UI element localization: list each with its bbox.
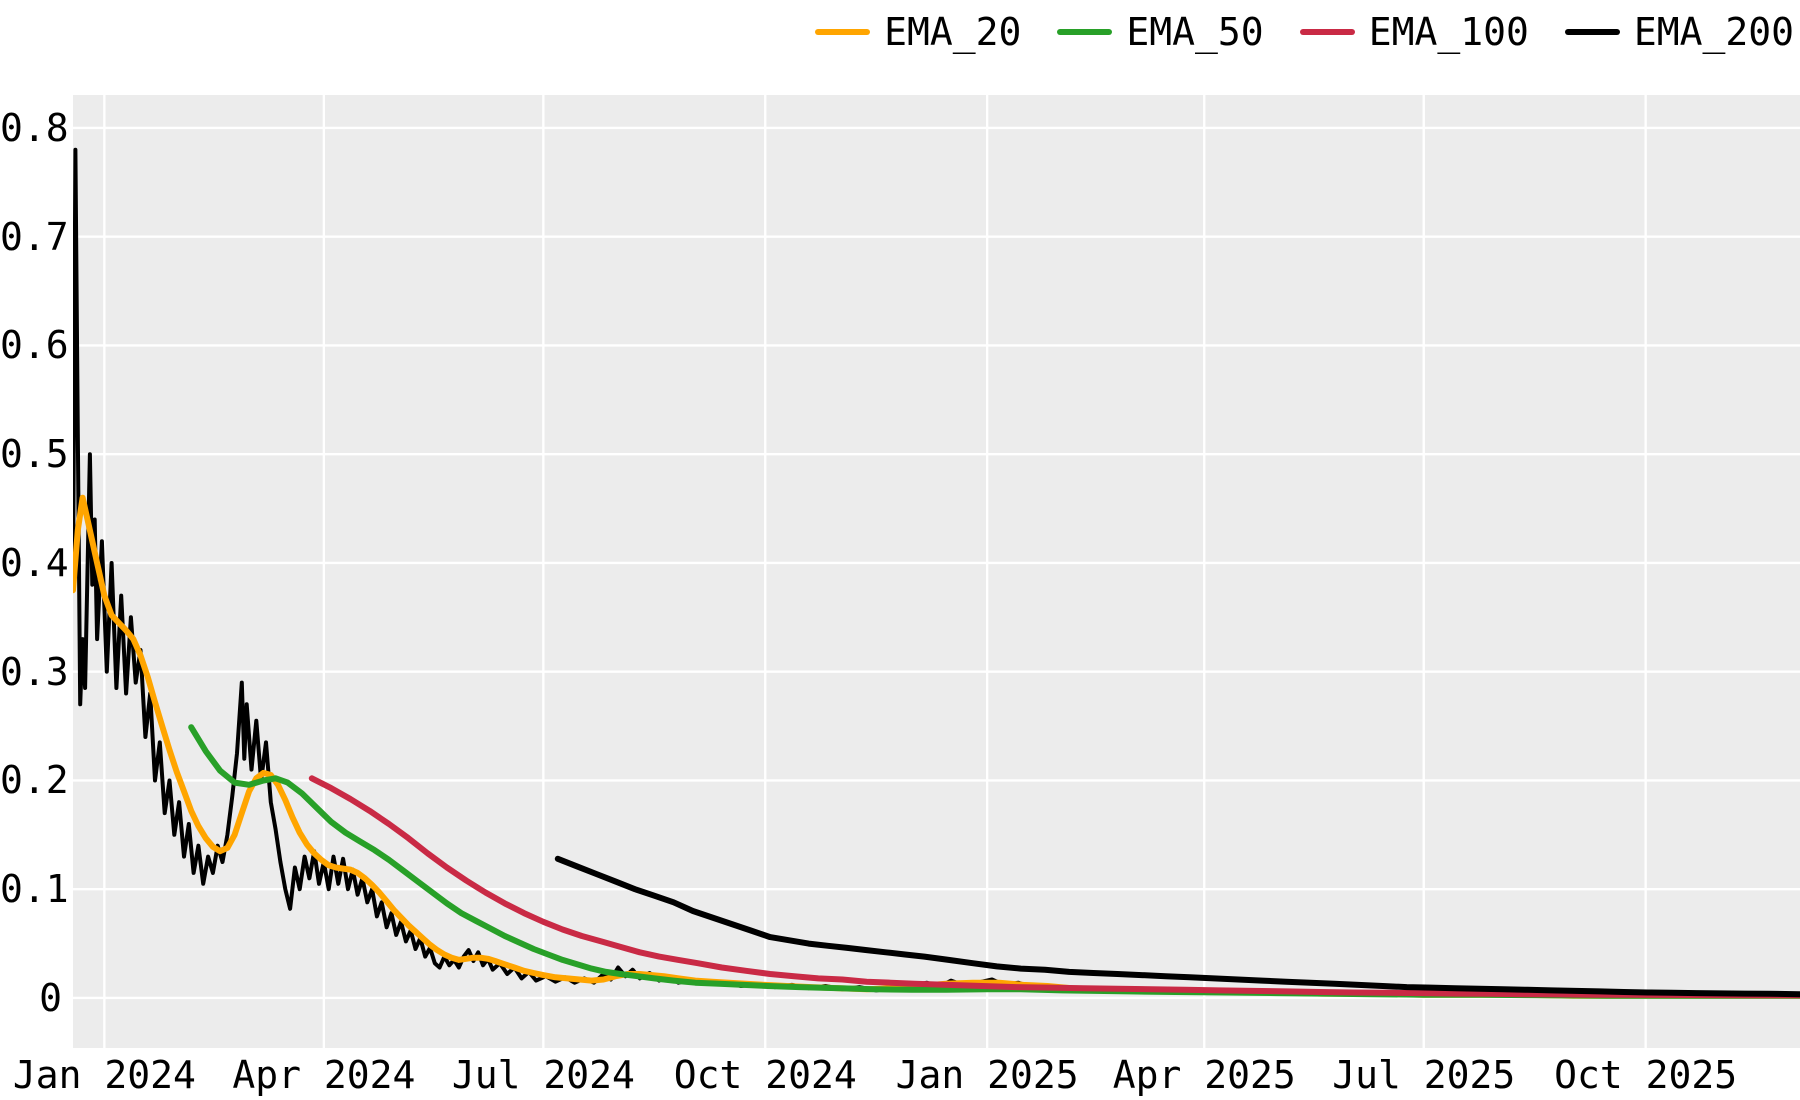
legend-line-icon — [1299, 29, 1355, 35]
plot-area: 0 0.1 0.2 0.3 0.4 0.5 0.6 0.7 0.8 Jan 2024 Apr 202… — [0, 95, 1800, 1097]
y-tick-label: 0.4 — [0, 540, 69, 585]
x-tick-label: Jan 2025 — [895, 1053, 1079, 1097]
legend-label: EMA_50 — [1126, 10, 1264, 54]
y-tick-label: 0.7 — [0, 214, 69, 259]
x-tick-label: Apr 2024 — [232, 1053, 416, 1097]
y-tick-label: 0.3 — [0, 649, 69, 694]
series-line-ema_200 — [554, 855, 1800, 998]
x-tick-label: Oct 2024 — [673, 1053, 857, 1097]
series-line-ema_100 — [308, 775, 1800, 999]
legend-item-ema_200: EMA_200 — [1564, 10, 1794, 54]
legend-item-ema_100: EMA_100 — [1299, 10, 1529, 54]
legend-line-icon — [815, 29, 871, 35]
plot-canvas — [73, 95, 1800, 1048]
y-tick-label: 0.2 — [0, 758, 69, 803]
x-tick-label: Apr 2025 — [1112, 1053, 1296, 1097]
x-tick-label: Jul 2025 — [1332, 1053, 1516, 1097]
x-tick-label: Jan 2024 — [12, 1053, 196, 1097]
y-tick-label: 0 — [39, 975, 62, 1020]
legend-label: EMA_200 — [1633, 10, 1794, 54]
chart-legend: EMA_20 EMA_50 EMA_100 EMA_200 — [815, 12, 1794, 52]
x-tick-label: Jul 2024 — [451, 1053, 635, 1097]
legend-label: EMA_100 — [1368, 10, 1529, 54]
legend-line-icon — [1564, 29, 1620, 35]
y-tick-label: 0.5 — [0, 432, 69, 477]
legend-item-ema_20: EMA_20 — [815, 12, 1021, 52]
legend-label: EMA_20 — [884, 10, 1022, 54]
legend-item-ema_50: EMA_50 — [1057, 10, 1264, 54]
y-tick-label: 0.1 — [0, 867, 69, 912]
y-tick-label: 0.8 — [0, 105, 69, 150]
legend-line-icon — [1057, 29, 1113, 35]
x-tick-label: Oct 2025 — [1554, 1053, 1738, 1097]
y-tick-label: 0.6 — [0, 323, 69, 368]
series-line-ema_20 — [73, 494, 1800, 999]
